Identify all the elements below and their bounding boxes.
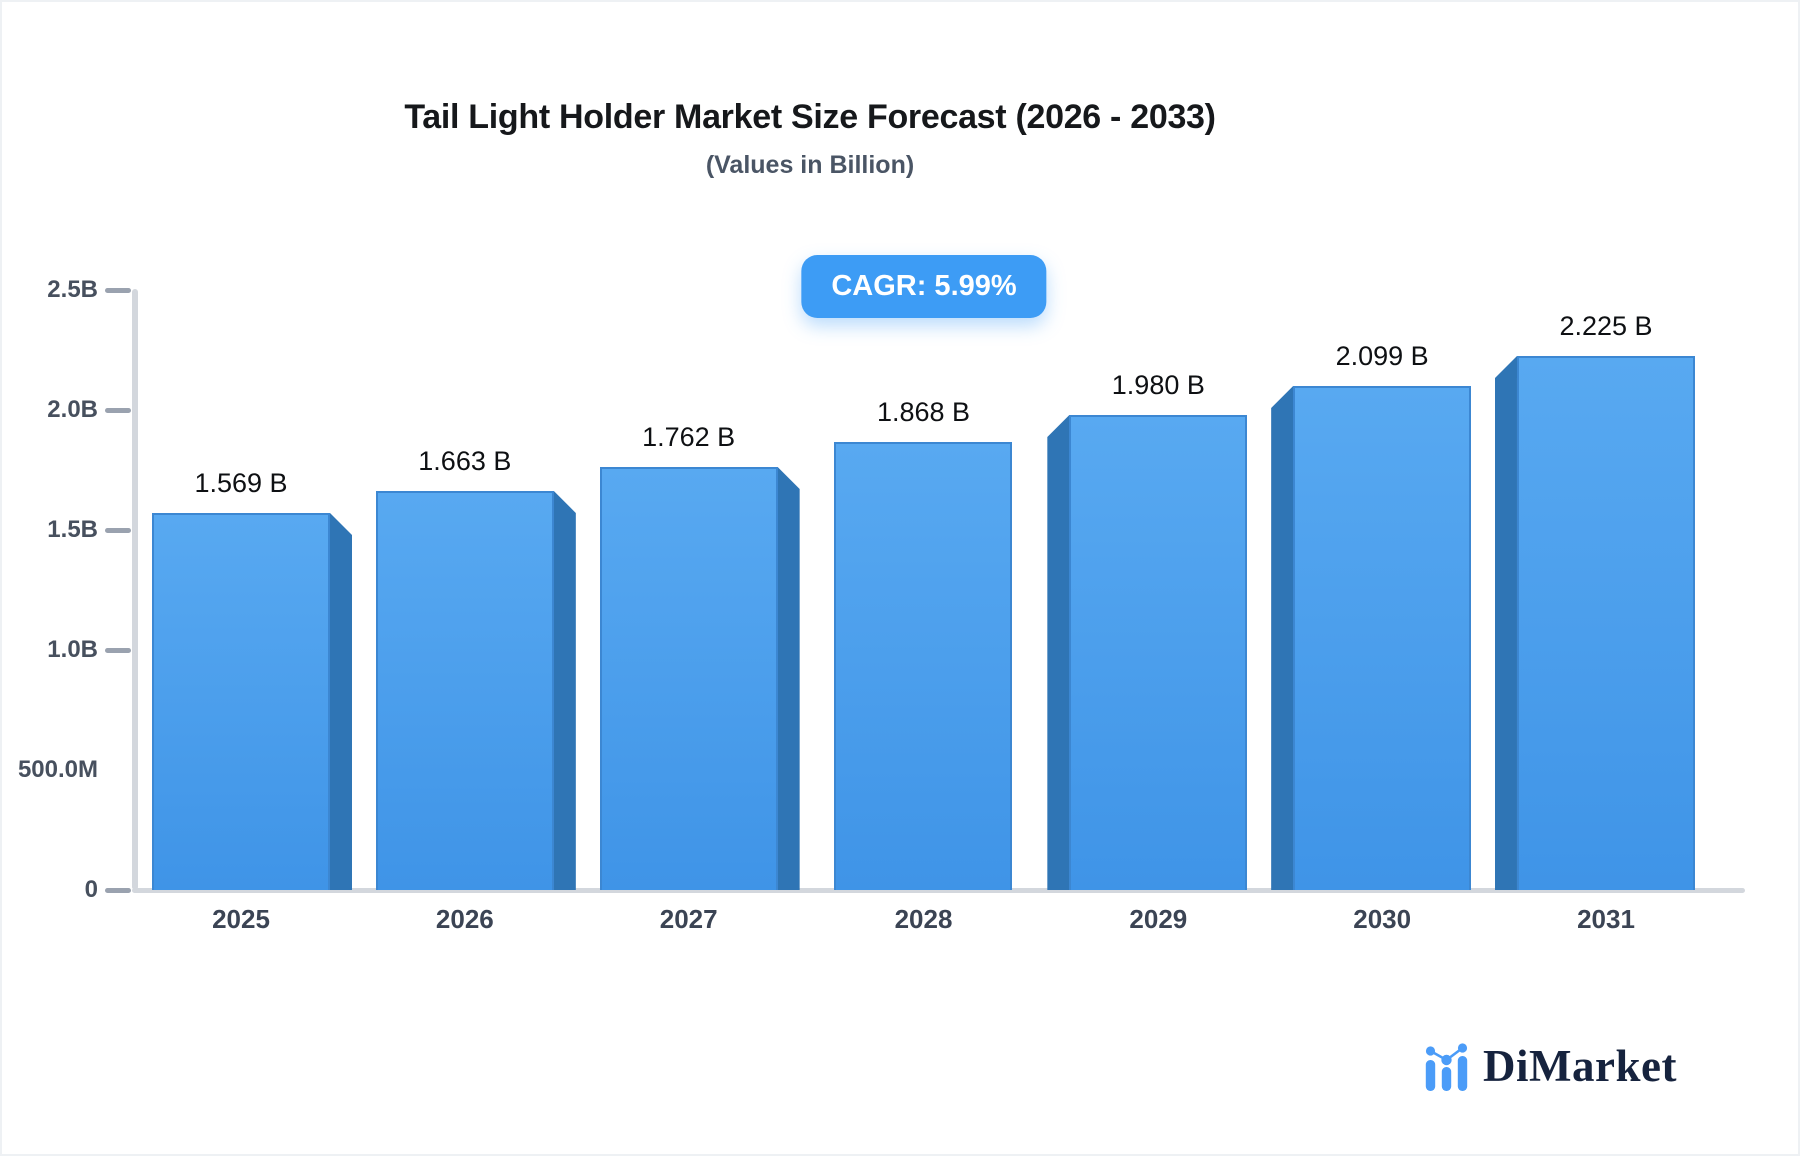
y-tick-mark xyxy=(105,647,131,653)
y-tick-mark xyxy=(105,287,131,293)
bar-2026[interactable] xyxy=(375,491,576,890)
bar-face xyxy=(834,442,1013,890)
cagr-badge: CAGR: 5.99% xyxy=(801,255,1047,318)
bar-face xyxy=(1293,386,1472,890)
bar-3d-side xyxy=(553,491,576,890)
y-tick-mark xyxy=(105,407,131,413)
y-tick-label: 2.0B xyxy=(47,396,98,423)
y-tick-label: 0 xyxy=(84,876,98,903)
bar-2031[interactable] xyxy=(1494,356,1695,890)
bar-face xyxy=(375,491,554,890)
y-tick-label: 1.0B xyxy=(47,636,98,663)
bar-3d-side xyxy=(1271,386,1294,890)
chart-subtitle: (Values in Billion) xyxy=(705,151,915,179)
bar-face xyxy=(599,467,778,890)
bar-3d-side xyxy=(777,467,800,890)
y-axis-line xyxy=(132,289,138,890)
bar-2025[interactable] xyxy=(152,513,352,890)
x-tick-label: 2031 xyxy=(1577,904,1635,934)
x-tick-label: 2027 xyxy=(659,904,718,934)
x-tick-label: 2025 xyxy=(212,904,270,934)
logo-text: DiMarket xyxy=(1483,1041,1677,1091)
bar-value-label: 1.762 B xyxy=(642,422,736,452)
bar-value-label: 1.980 B xyxy=(1111,370,1205,400)
title-block: Tail Light Holder Market Size Forecast (… xyxy=(6,2,1614,180)
bar-value-label: 2.225 B xyxy=(1559,311,1653,341)
bar-3d-side xyxy=(1047,415,1070,890)
x-tick-label: 2029 xyxy=(1129,904,1188,934)
bar-2028[interactable] xyxy=(823,442,1023,890)
bar-chart-trend-icon xyxy=(1425,1043,1468,1091)
y-tick-label: 2.5B xyxy=(47,276,98,303)
bar-3d-side xyxy=(330,513,352,890)
bar-face xyxy=(1516,356,1695,890)
bar-value-label: 1.569 B xyxy=(194,468,288,498)
x-tick-label: 2026 xyxy=(435,904,494,934)
y-tick-label: 1.5B xyxy=(47,516,98,543)
x-axis-line xyxy=(132,888,1745,893)
chart-title: Tail Light Holder Market Size Forecast (… xyxy=(404,98,1216,136)
x-tick-label: 2030 xyxy=(1353,904,1412,934)
bar-value-label: 1.868 B xyxy=(876,397,971,427)
logo: DiMarket xyxy=(1424,1040,1677,1092)
bar-2029[interactable] xyxy=(1047,415,1248,890)
y-tick-mark xyxy=(105,527,131,533)
bar-2030[interactable] xyxy=(1271,386,1472,890)
bar-face xyxy=(152,513,330,890)
bar-value-label: 2.099 B xyxy=(1335,341,1429,371)
bar-3d-side xyxy=(1494,356,1517,890)
bar-value-label: 1.663 B xyxy=(418,446,512,476)
y-tick-label: 500.0M xyxy=(17,756,98,783)
x-tick-label: 2028 xyxy=(894,904,953,934)
y-tick-mark xyxy=(105,887,131,893)
bar-face xyxy=(1069,415,1248,890)
bar-2027[interactable] xyxy=(599,467,800,890)
